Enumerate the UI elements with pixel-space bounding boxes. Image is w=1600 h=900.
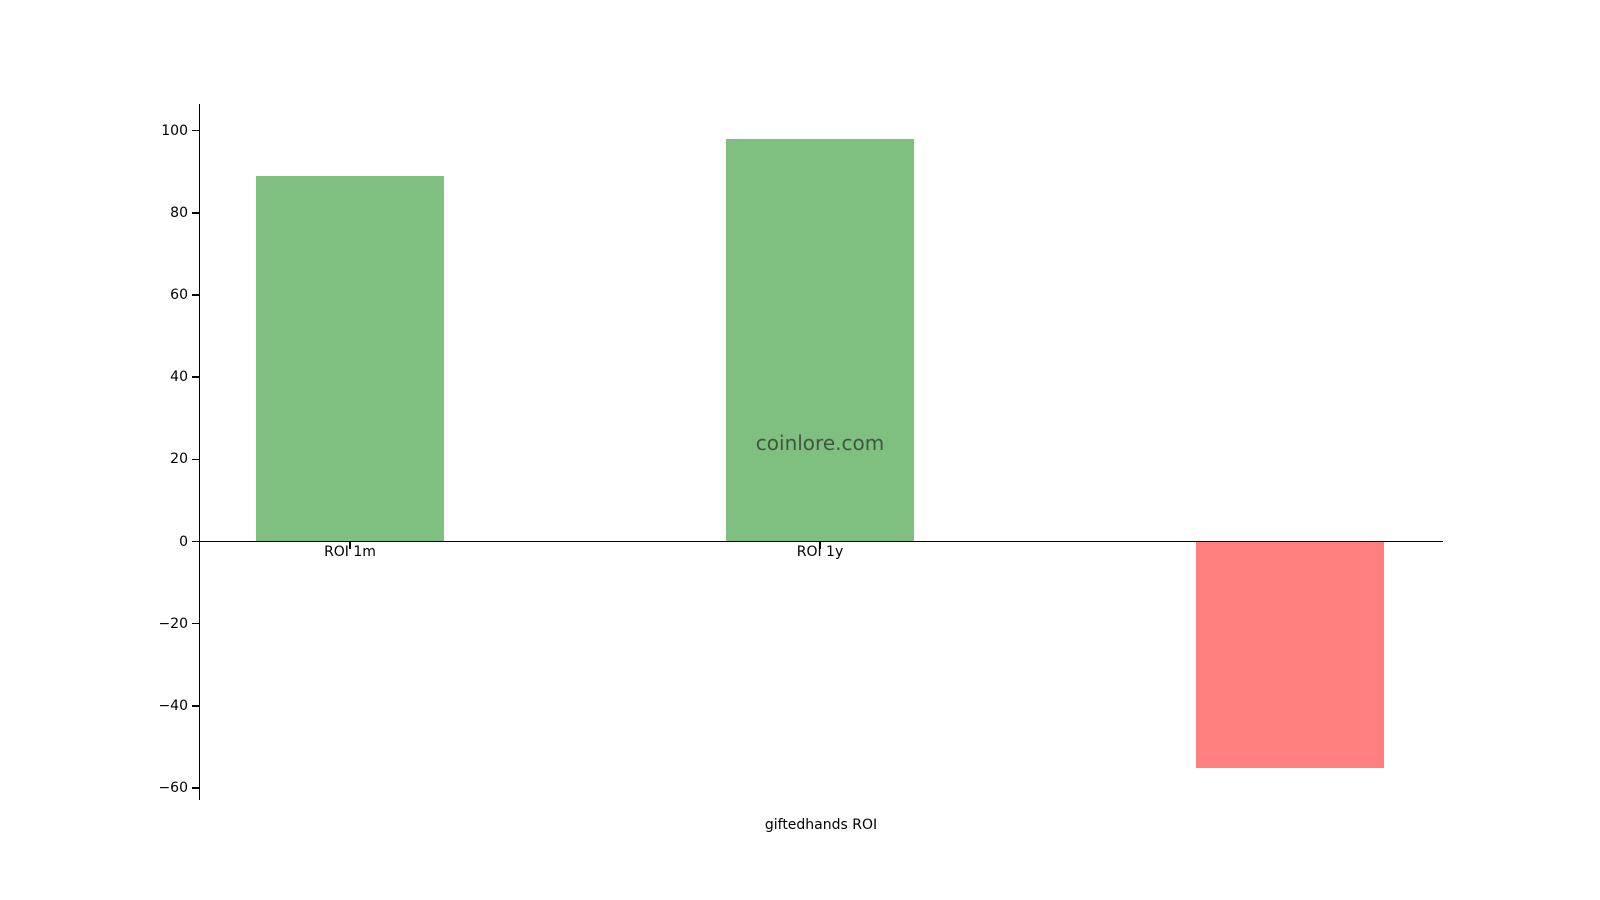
- y-tick-label: −40: [158, 697, 188, 714]
- y-tick-mark: [192, 705, 199, 707]
- y-tick-label: 0: [179, 533, 188, 550]
- x-tick-mark: [349, 542, 351, 550]
- y-tick-label: 60: [170, 287, 188, 304]
- y-tick-mark: [192, 540, 199, 543]
- y-tick-mark: [192, 787, 199, 789]
- y-tick-mark: [192, 458, 199, 461]
- watermark: coinlore.com: [755, 431, 885, 455]
- y-tick-label: 20: [170, 451, 188, 468]
- x-tick-mark: [819, 542, 821, 550]
- y-tick-mark: [192, 294, 199, 296]
- y-tick-label: 80: [170, 204, 188, 221]
- y-tick-label: 100: [161, 122, 188, 139]
- x-tick-label: ROI 1m: [324, 543, 376, 560]
- x-tick-label: ROI 1y: [796, 543, 844, 560]
- y-tick-label: 40: [170, 369, 188, 386]
- y-tick-mark: [192, 212, 199, 214]
- x-axis-title: giftedhands ROI: [764, 817, 878, 833]
- y-tick-mark: [192, 130, 199, 132]
- roi-bar: [726, 138, 914, 542]
- roi-bar: [256, 175, 444, 542]
- x-axis-line: [199, 540, 1443, 543]
- y-axis-spine: [199, 103, 201, 801]
- y-tick-mark: [192, 622, 199, 625]
- y-tick-mark: [192, 376, 199, 378]
- roi-bar: [1196, 542, 1384, 769]
- y-tick-label: −60: [158, 779, 188, 796]
- y-tick-label: −20: [158, 615, 188, 632]
